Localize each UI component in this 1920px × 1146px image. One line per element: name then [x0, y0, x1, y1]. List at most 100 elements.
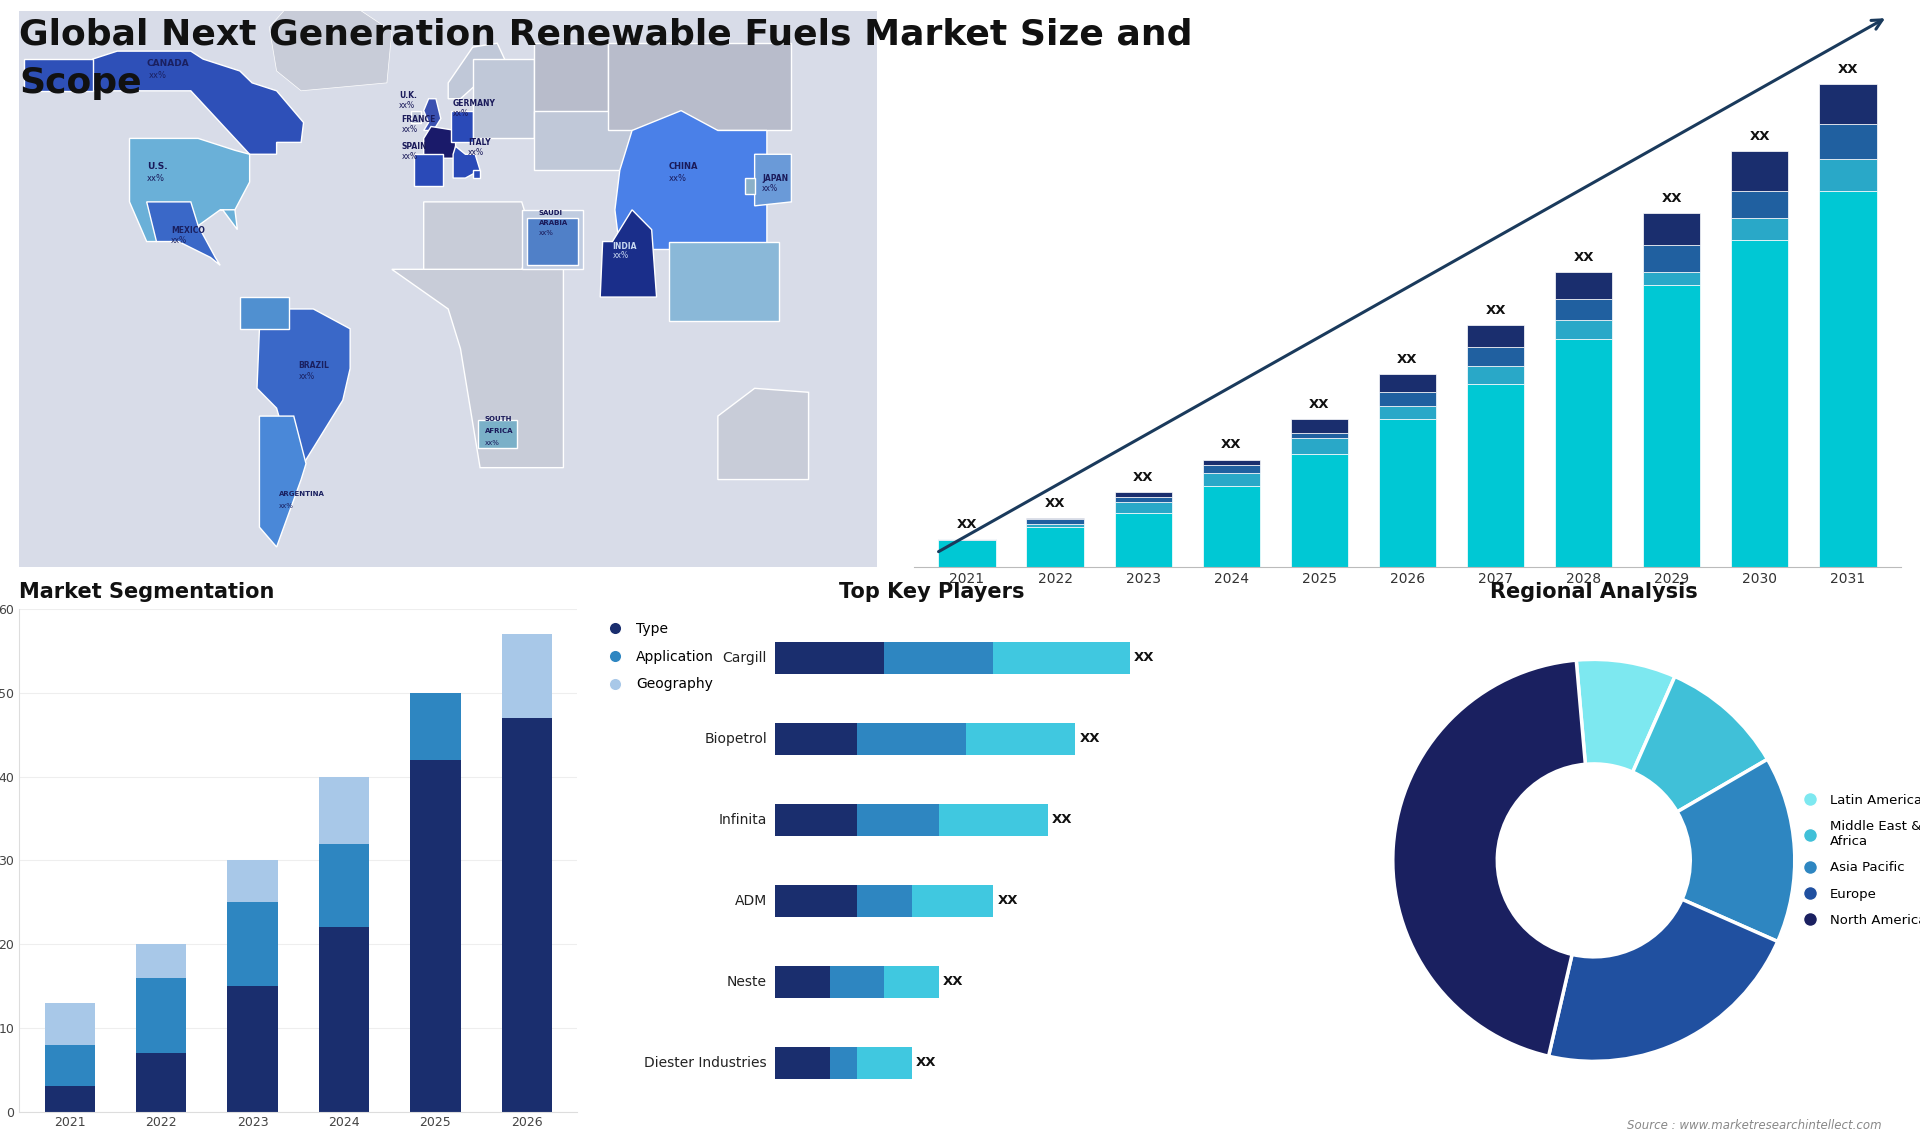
Polygon shape — [146, 202, 221, 266]
Bar — [939, 803, 1048, 837]
Text: BRAZIL: BRAZIL — [300, 361, 330, 369]
Text: Biopetrol: Biopetrol — [705, 732, 766, 746]
Text: XX: XX — [1749, 129, 1770, 143]
Text: CANADA: CANADA — [146, 60, 190, 68]
Legend: Latin America, Middle East &
Africa, Asia Pacific, Europe, North America: Latin America, Middle East & Africa, Asi… — [1791, 788, 1920, 932]
Bar — [1644, 245, 1701, 272]
Polygon shape — [129, 139, 250, 242]
Bar — [1202, 460, 1260, 465]
Polygon shape — [601, 210, 657, 297]
Bar — [1290, 438, 1348, 454]
Bar — [1732, 191, 1788, 218]
Text: SPAIN: SPAIN — [401, 142, 428, 151]
Text: XX: XX — [943, 975, 964, 989]
Bar — [776, 803, 856, 837]
Bar — [776, 1046, 829, 1080]
Bar — [1467, 325, 1524, 347]
Text: XX: XX — [916, 1057, 937, 1069]
Text: U.S.: U.S. — [146, 163, 167, 171]
Bar — [1732, 240, 1788, 567]
Bar — [319, 843, 369, 927]
Polygon shape — [240, 297, 288, 329]
Polygon shape — [269, 0, 392, 91]
Text: xx%: xx% — [401, 152, 419, 162]
Text: xx%: xx% — [401, 125, 419, 134]
Text: XX: XX — [1837, 63, 1859, 76]
Bar — [136, 944, 186, 978]
Text: FRANCE: FRANCE — [401, 115, 436, 124]
Text: INTELLECT: INTELLECT — [1741, 74, 1805, 85]
Bar — [136, 1053, 186, 1112]
Polygon shape — [718, 388, 808, 479]
Bar — [1820, 124, 1876, 159]
Bar — [1027, 524, 1083, 526]
Bar — [1379, 406, 1436, 419]
Bar — [776, 723, 856, 755]
Text: Market Segmentation: Market Segmentation — [19, 582, 275, 602]
Bar — [319, 927, 369, 1112]
Bar — [1467, 384, 1524, 567]
Text: RESEARCH: RESEARCH — [1741, 54, 1805, 64]
Bar — [227, 861, 278, 902]
Polygon shape — [526, 218, 578, 266]
Bar — [856, 885, 912, 917]
Polygon shape — [392, 269, 563, 468]
Text: xx%: xx% — [150, 71, 167, 80]
Polygon shape — [447, 44, 505, 99]
Polygon shape — [415, 155, 444, 186]
Text: XX: XX — [1044, 497, 1066, 510]
Polygon shape — [411, 111, 420, 123]
Bar — [856, 803, 939, 837]
Text: XX: XX — [1309, 398, 1329, 411]
Bar — [885, 966, 939, 998]
Text: MARKET: MARKET — [1741, 33, 1791, 44]
Text: XX: XX — [956, 518, 977, 531]
Wedge shape — [1549, 900, 1778, 1061]
Polygon shape — [221, 210, 238, 229]
Polygon shape — [534, 44, 607, 139]
Bar — [44, 1045, 94, 1086]
Text: xx%: xx% — [668, 174, 687, 183]
Polygon shape — [668, 242, 780, 321]
Bar — [501, 634, 553, 719]
Bar — [1644, 272, 1701, 285]
Polygon shape — [522, 210, 584, 269]
Text: xx%: xx% — [453, 109, 468, 118]
Polygon shape — [472, 170, 480, 178]
Wedge shape — [1632, 676, 1768, 811]
Text: ITALY: ITALY — [468, 139, 490, 148]
Polygon shape — [472, 60, 534, 139]
Text: Diester Industries: Diester Industries — [645, 1055, 766, 1070]
Bar — [136, 978, 186, 1053]
Text: xx%: xx% — [486, 440, 499, 446]
Text: XX: XX — [1398, 353, 1417, 366]
Text: xx%: xx% — [762, 185, 778, 193]
Bar — [885, 642, 993, 674]
Bar — [1290, 454, 1348, 567]
Text: xx%: xx% — [399, 101, 415, 110]
Polygon shape — [424, 126, 455, 158]
Bar — [44, 1086, 94, 1112]
Text: Source : www.marketresearchintellect.com: Source : www.marketresearchintellect.com — [1626, 1120, 1882, 1132]
Bar — [1027, 526, 1083, 567]
Title: Top Key Players: Top Key Players — [839, 582, 1025, 602]
Text: XX: XX — [1052, 814, 1073, 826]
Polygon shape — [755, 155, 791, 206]
Bar — [1114, 513, 1171, 567]
Polygon shape — [614, 111, 766, 250]
Wedge shape — [1392, 660, 1586, 1057]
Text: ARGENTINA: ARGENTINA — [278, 492, 324, 497]
Text: xx%: xx% — [300, 372, 315, 382]
Title: Regional Analysis: Regional Analysis — [1490, 582, 1697, 602]
Bar — [1732, 218, 1788, 240]
Text: INDIA: INDIA — [612, 242, 637, 251]
Bar — [1114, 502, 1171, 513]
Wedge shape — [1678, 760, 1795, 942]
Bar — [1114, 497, 1171, 502]
Text: XX: XX — [1661, 191, 1682, 205]
Text: ADM: ADM — [735, 894, 766, 908]
Polygon shape — [745, 178, 755, 194]
Bar — [1027, 518, 1083, 524]
Text: XX: XX — [1221, 439, 1242, 452]
Bar — [411, 693, 461, 760]
